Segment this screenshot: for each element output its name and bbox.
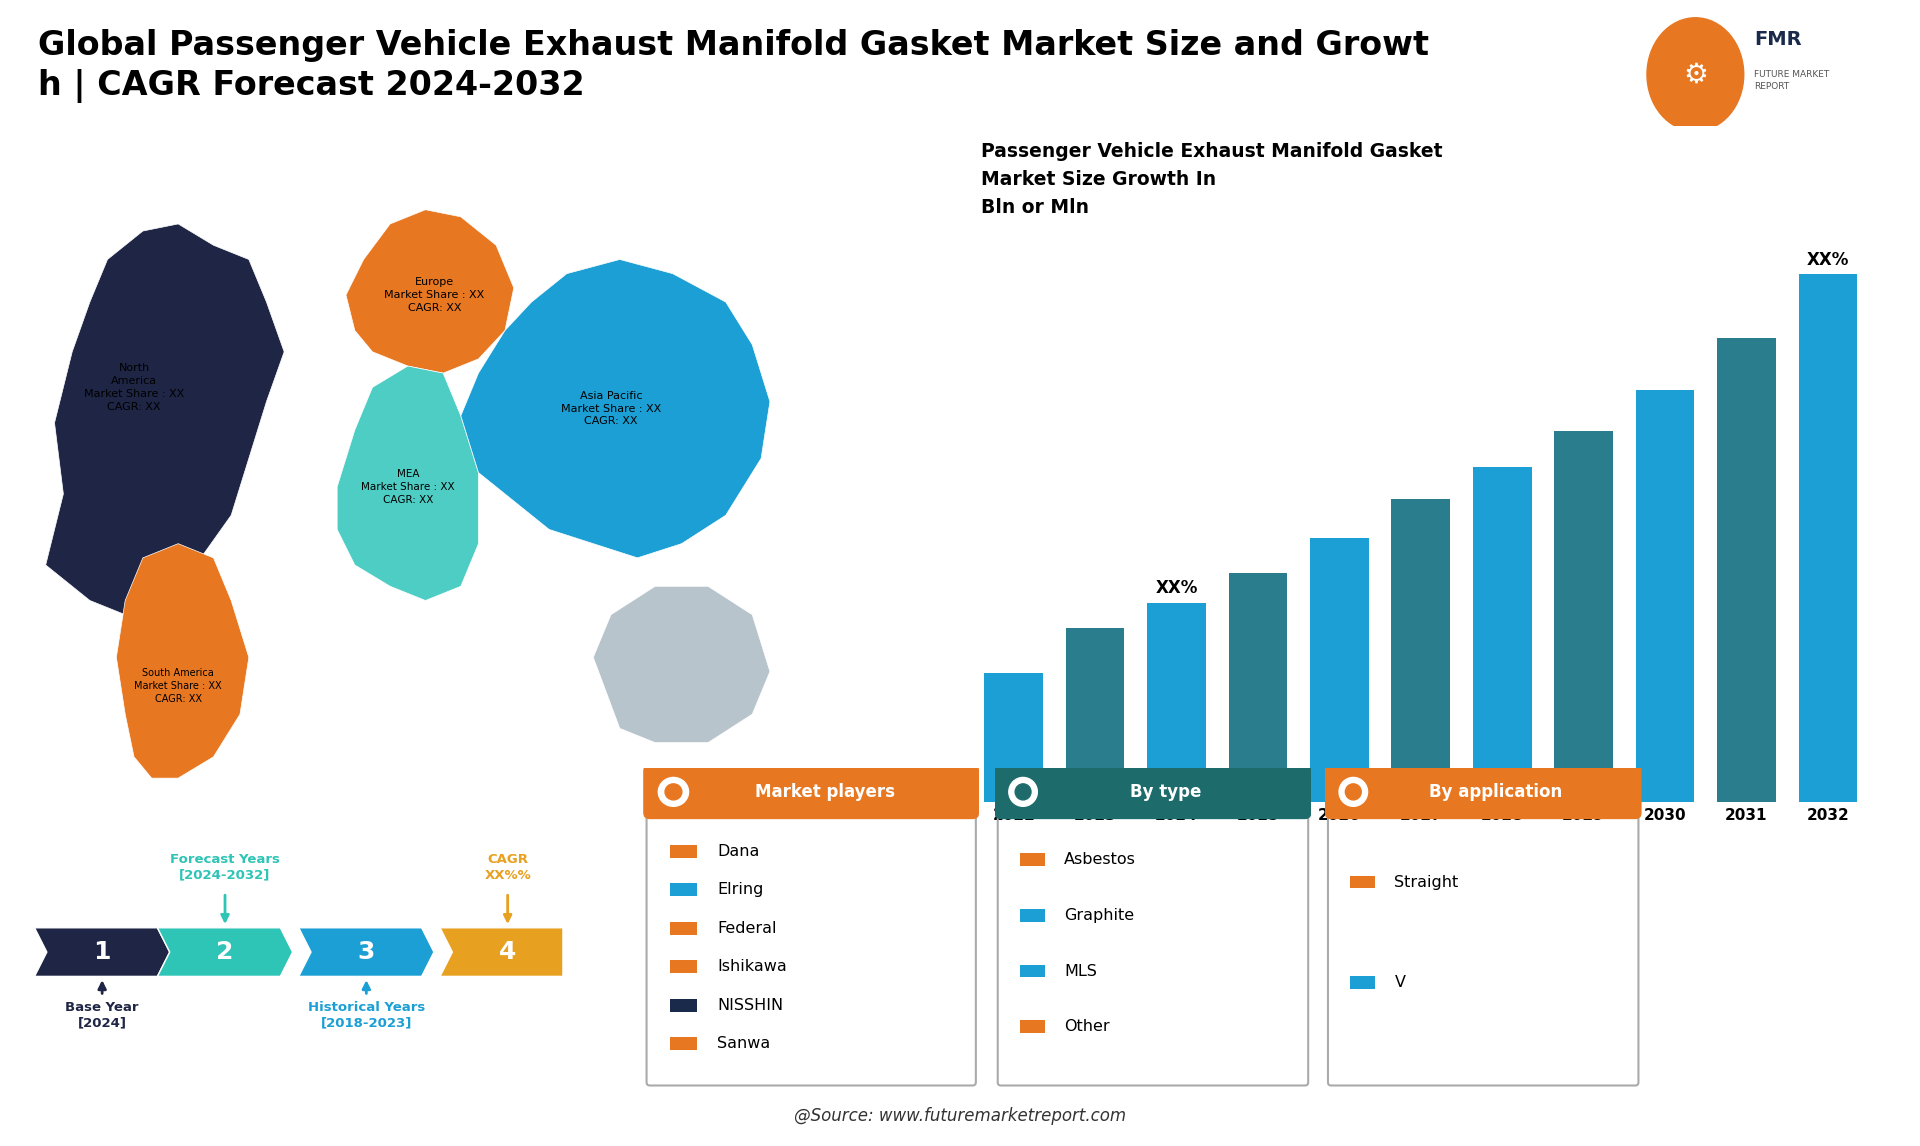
Polygon shape bbox=[440, 928, 563, 976]
FancyBboxPatch shape bbox=[643, 764, 979, 819]
Text: XX%: XX% bbox=[1807, 251, 1849, 269]
FancyBboxPatch shape bbox=[670, 999, 697, 1012]
Text: Forecast Years
[2024-2032]: Forecast Years [2024-2032] bbox=[171, 853, 280, 881]
FancyBboxPatch shape bbox=[670, 960, 697, 973]
Polygon shape bbox=[346, 210, 515, 374]
Circle shape bbox=[1008, 777, 1037, 807]
Text: MEA
Market Share : XX
CAGR: XX: MEA Market Share : XX CAGR: XX bbox=[361, 469, 455, 504]
FancyBboxPatch shape bbox=[670, 884, 697, 896]
Text: 2: 2 bbox=[217, 940, 234, 964]
Polygon shape bbox=[46, 223, 284, 614]
FancyBboxPatch shape bbox=[670, 1037, 697, 1050]
Bar bbox=[1229, 573, 1286, 802]
FancyBboxPatch shape bbox=[670, 845, 697, 857]
Text: South America
Market Share : XX
CAGR: XX: South America Market Share : XX CAGR: XX bbox=[134, 668, 223, 704]
Bar bbox=[1392, 500, 1450, 802]
Polygon shape bbox=[338, 366, 478, 601]
Circle shape bbox=[1647, 17, 1743, 132]
Bar bbox=[1716, 338, 1776, 802]
Text: @Source: www.futuremarketreport.com: @Source: www.futuremarketreport.com bbox=[795, 1107, 1125, 1125]
Polygon shape bbox=[461, 259, 770, 558]
Bar bbox=[1473, 468, 1532, 802]
Polygon shape bbox=[117, 543, 250, 778]
Text: Asia Pacific
Market Share : XX
CAGR: XX: Asia Pacific Market Share : XX CAGR: XX bbox=[561, 391, 660, 426]
Text: Dana: Dana bbox=[718, 843, 760, 858]
Bar bbox=[1555, 431, 1613, 802]
FancyBboxPatch shape bbox=[1020, 854, 1044, 866]
Text: By type: By type bbox=[1131, 783, 1202, 801]
Circle shape bbox=[1346, 784, 1361, 800]
Text: Elring: Elring bbox=[718, 882, 764, 897]
Text: ⚙: ⚙ bbox=[1684, 61, 1707, 88]
FancyBboxPatch shape bbox=[670, 921, 697, 935]
Text: Base Year
[2024]: Base Year [2024] bbox=[65, 1000, 138, 1030]
Bar bbox=[985, 674, 1043, 802]
Text: Sanwa: Sanwa bbox=[718, 1036, 770, 1051]
Polygon shape bbox=[35, 928, 169, 976]
Text: Europe
Market Share : XX
CAGR: XX: Europe Market Share : XX CAGR: XX bbox=[384, 277, 484, 313]
FancyBboxPatch shape bbox=[1020, 909, 1044, 921]
Text: Market players: Market players bbox=[755, 783, 895, 801]
Text: Asbestos: Asbestos bbox=[1064, 853, 1137, 868]
Circle shape bbox=[659, 777, 689, 807]
Bar bbox=[1066, 628, 1125, 802]
Text: Global Passenger Vehicle Exhaust Manifold Gasket Market Size and Growt
h | CAGR : Global Passenger Vehicle Exhaust Manifol… bbox=[38, 29, 1428, 103]
FancyBboxPatch shape bbox=[1350, 876, 1375, 888]
Text: FMR: FMR bbox=[1755, 30, 1803, 49]
Polygon shape bbox=[157, 928, 292, 976]
FancyBboxPatch shape bbox=[1020, 965, 1044, 978]
Text: Graphite: Graphite bbox=[1064, 908, 1135, 923]
Text: CAGR
XX%%: CAGR XX%% bbox=[484, 853, 532, 881]
Text: Federal: Federal bbox=[718, 920, 776, 936]
Text: NISSHIN: NISSHIN bbox=[718, 998, 783, 1013]
Circle shape bbox=[1338, 777, 1367, 807]
FancyBboxPatch shape bbox=[1350, 975, 1375, 989]
Bar bbox=[1148, 603, 1206, 802]
FancyBboxPatch shape bbox=[995, 764, 1311, 819]
Bar bbox=[1799, 274, 1857, 802]
Bar bbox=[1636, 390, 1693, 802]
Text: FUTURE MARKET
REPORT: FUTURE MARKET REPORT bbox=[1755, 70, 1830, 92]
FancyBboxPatch shape bbox=[1325, 764, 1642, 819]
Text: Historical Years
[2018-2023]: Historical Years [2018-2023] bbox=[307, 1000, 424, 1030]
Bar bbox=[1309, 539, 1369, 802]
Text: MLS: MLS bbox=[1064, 964, 1096, 979]
Circle shape bbox=[1016, 784, 1031, 800]
FancyBboxPatch shape bbox=[1020, 1020, 1044, 1033]
Text: Passenger Vehicle Exhaust Manifold Gasket
Market Size Growth In
Bln or Mln: Passenger Vehicle Exhaust Manifold Gaske… bbox=[981, 142, 1442, 217]
Text: 4: 4 bbox=[499, 940, 516, 964]
Text: Other: Other bbox=[1064, 1019, 1110, 1034]
Text: XX%: XX% bbox=[1156, 580, 1198, 597]
Text: 3: 3 bbox=[357, 940, 374, 964]
Text: V: V bbox=[1394, 974, 1405, 990]
Circle shape bbox=[664, 784, 682, 800]
Text: Straight: Straight bbox=[1394, 874, 1459, 889]
Text: North
America
Market Share : XX
CAGR: XX: North America Market Share : XX CAGR: XX bbox=[84, 363, 184, 411]
Polygon shape bbox=[593, 587, 770, 743]
Text: By application: By application bbox=[1428, 783, 1563, 801]
Polygon shape bbox=[300, 928, 434, 976]
Text: Ishikawa: Ishikawa bbox=[718, 959, 787, 974]
Text: 1: 1 bbox=[94, 940, 111, 964]
